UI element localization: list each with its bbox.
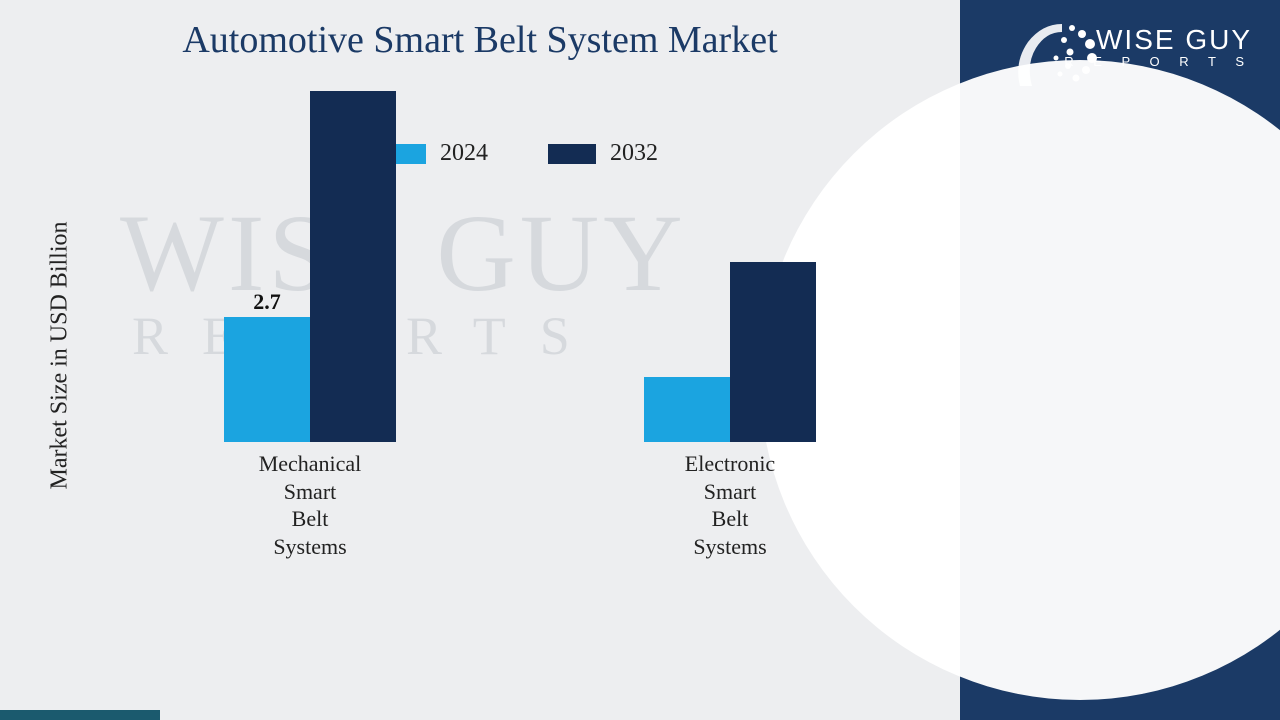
bar: 2.7	[224, 317, 310, 442]
chart: Market Size in USD Billion 2024 2032 2.7…	[40, 140, 940, 700]
bar-group: 2.7MechanicalSmartBeltSystems	[100, 72, 520, 560]
bar	[644, 377, 730, 442]
brand-line1: WISE GUY	[1064, 24, 1252, 56]
bar-groups: 2.7MechanicalSmartBeltSystemsElectronicS…	[100, 190, 940, 560]
bar-pair: 2.7	[224, 72, 396, 442]
decorative-bottom-bar	[0, 710, 160, 720]
bar-value-label: 2.7	[224, 289, 310, 315]
bar-pair	[644, 72, 816, 442]
bar	[730, 262, 816, 442]
brand-logo: WISE GUY R E P O R T S	[1064, 24, 1252, 69]
category-label: MechanicalSmartBeltSystems	[259, 450, 362, 560]
bar	[310, 91, 396, 443]
y-axis-label: Market Size in USD Billion	[40, 140, 80, 570]
bar-group: ElectronicSmartBeltSystems	[520, 72, 940, 560]
brand-line2: R E P O R T S	[1064, 54, 1252, 69]
chart-title: Automotive Smart Belt System Market	[0, 18, 960, 62]
category-label: ElectronicSmartBeltSystems	[685, 450, 775, 560]
chart-stage: Automotive Smart Belt System Market WISE…	[0, 0, 1280, 720]
